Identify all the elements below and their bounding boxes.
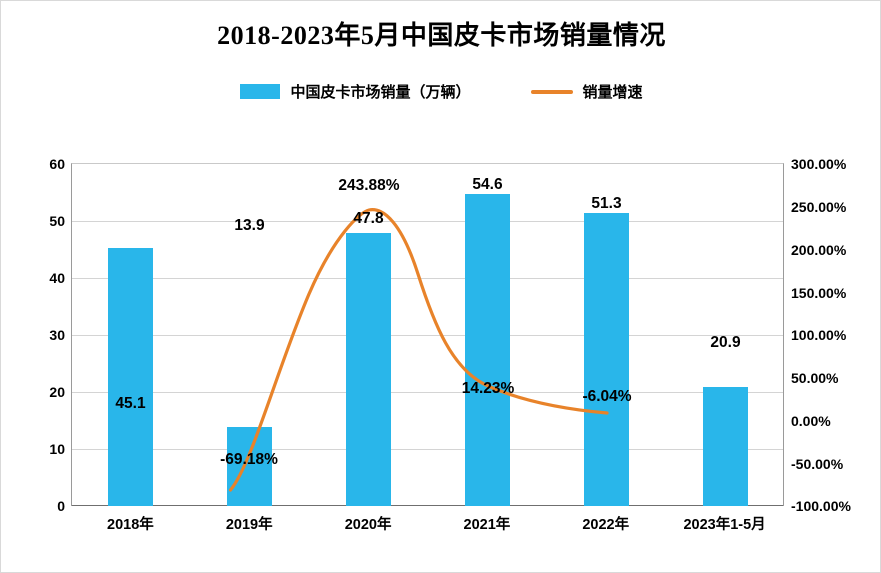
- gridline: [72, 221, 783, 222]
- y-axis-right-tick: 200.00%: [791, 242, 847, 258]
- x-axis-tick-label: 2021年: [463, 517, 511, 533]
- bar[interactable]: [346, 232, 391, 506]
- x-axis-labels: 2018年 2019年 2020年 2021年 2022年 2023年1-5月: [71, 513, 784, 534]
- y-axis-left-tick: 40: [49, 270, 65, 286]
- bar[interactable]: [465, 193, 510, 506]
- bar[interactable]: [584, 212, 629, 506]
- x-axis-tick-label: 2022年: [582, 517, 630, 533]
- y-axis-right-tick: -100.00%: [791, 498, 851, 514]
- x-axis-line: [72, 505, 783, 506]
- y-axis-right-tick: -50.00%: [791, 456, 844, 472]
- y-axis-right-tick: 0.00%: [791, 413, 831, 429]
- y-axis-right-tick: 300.00%: [791, 156, 847, 172]
- growth-value-label: -6.04%: [582, 388, 632, 405]
- bar-column[interactable]: [703, 164, 748, 506]
- y-axis-right-tick: 100.00%: [791, 327, 847, 343]
- bar-series: [72, 164, 783, 506]
- growth-line-path: [228, 208, 609, 492]
- legend-label-sales: 中国皮卡市场销量（万辆）: [290, 84, 471, 101]
- bar-value-label: 47.8: [353, 210, 384, 227]
- y-axis-left-tick: 10: [49, 441, 65, 457]
- bar-value-label: 51.3: [591, 195, 622, 212]
- legend-label-growth: 销量增速: [582, 84, 643, 101]
- gridline: [72, 335, 783, 336]
- bar-column[interactable]: [346, 164, 391, 506]
- x-axis-tick-label: 2020年: [344, 517, 392, 533]
- y-axis-right-tick: 250.00%: [791, 199, 847, 215]
- bar-value-label: 13.9: [234, 217, 265, 234]
- y-axis-left-tick: 20: [49, 384, 65, 400]
- bar[interactable]: [108, 248, 153, 506]
- bar-column[interactable]: [584, 164, 629, 506]
- legend-line-swatch-icon: [530, 89, 573, 94]
- x-axis-tick-label: 2023年1-5月: [683, 517, 766, 533]
- growth-value-label: 243.88%: [338, 177, 400, 194]
- gridline: [72, 392, 783, 393]
- plot-area: 45.1 13.9 47.8 54.6 51.3 20.9 -69.18% 24…: [71, 163, 784, 506]
- growth-value-label: -69.18%: [220, 451, 278, 468]
- bar[interactable]: [227, 426, 272, 506]
- y-axis-left-tick: 30: [49, 327, 65, 343]
- bar-column[interactable]: [465, 164, 510, 506]
- bar-column[interactable]: [108, 164, 153, 506]
- bar-value-label: 45.1: [115, 395, 146, 412]
- gridline: [72, 278, 783, 279]
- bar-value-label: 20.9: [710, 334, 741, 351]
- legend-bar-swatch-icon: [240, 84, 281, 99]
- growth-line-series: [228, 208, 609, 492]
- growth-value-label: 14.23%: [461, 380, 515, 397]
- chart-legend: 中国皮卡市场销量（万辆） 销量增速: [1, 81, 881, 102]
- y-axis-right-tick: 50.00%: [791, 370, 839, 386]
- bar[interactable]: [703, 386, 748, 506]
- legend-item-growth: 销量增速: [530, 81, 643, 102]
- bar-value-label: 54.6: [472, 176, 503, 193]
- page-title: 2018-2023年5月中国皮卡市场销量情况: [217, 21, 666, 50]
- y-axis-right-tick: 150.00%: [791, 285, 847, 301]
- y-axis-left-tick: 50: [49, 213, 65, 229]
- bar-column[interactable]: [227, 164, 272, 506]
- y-axis-left-tick: 60: [49, 156, 65, 172]
- gridline: [72, 449, 783, 450]
- legend-item-sales: 中国皮卡市场销量（万辆）: [240, 81, 471, 102]
- y-axis-left-tick: 0: [57, 498, 65, 514]
- x-axis-tick-label: 2019年: [225, 517, 273, 533]
- x-axis-tick-label: 2018年: [107, 517, 154, 533]
